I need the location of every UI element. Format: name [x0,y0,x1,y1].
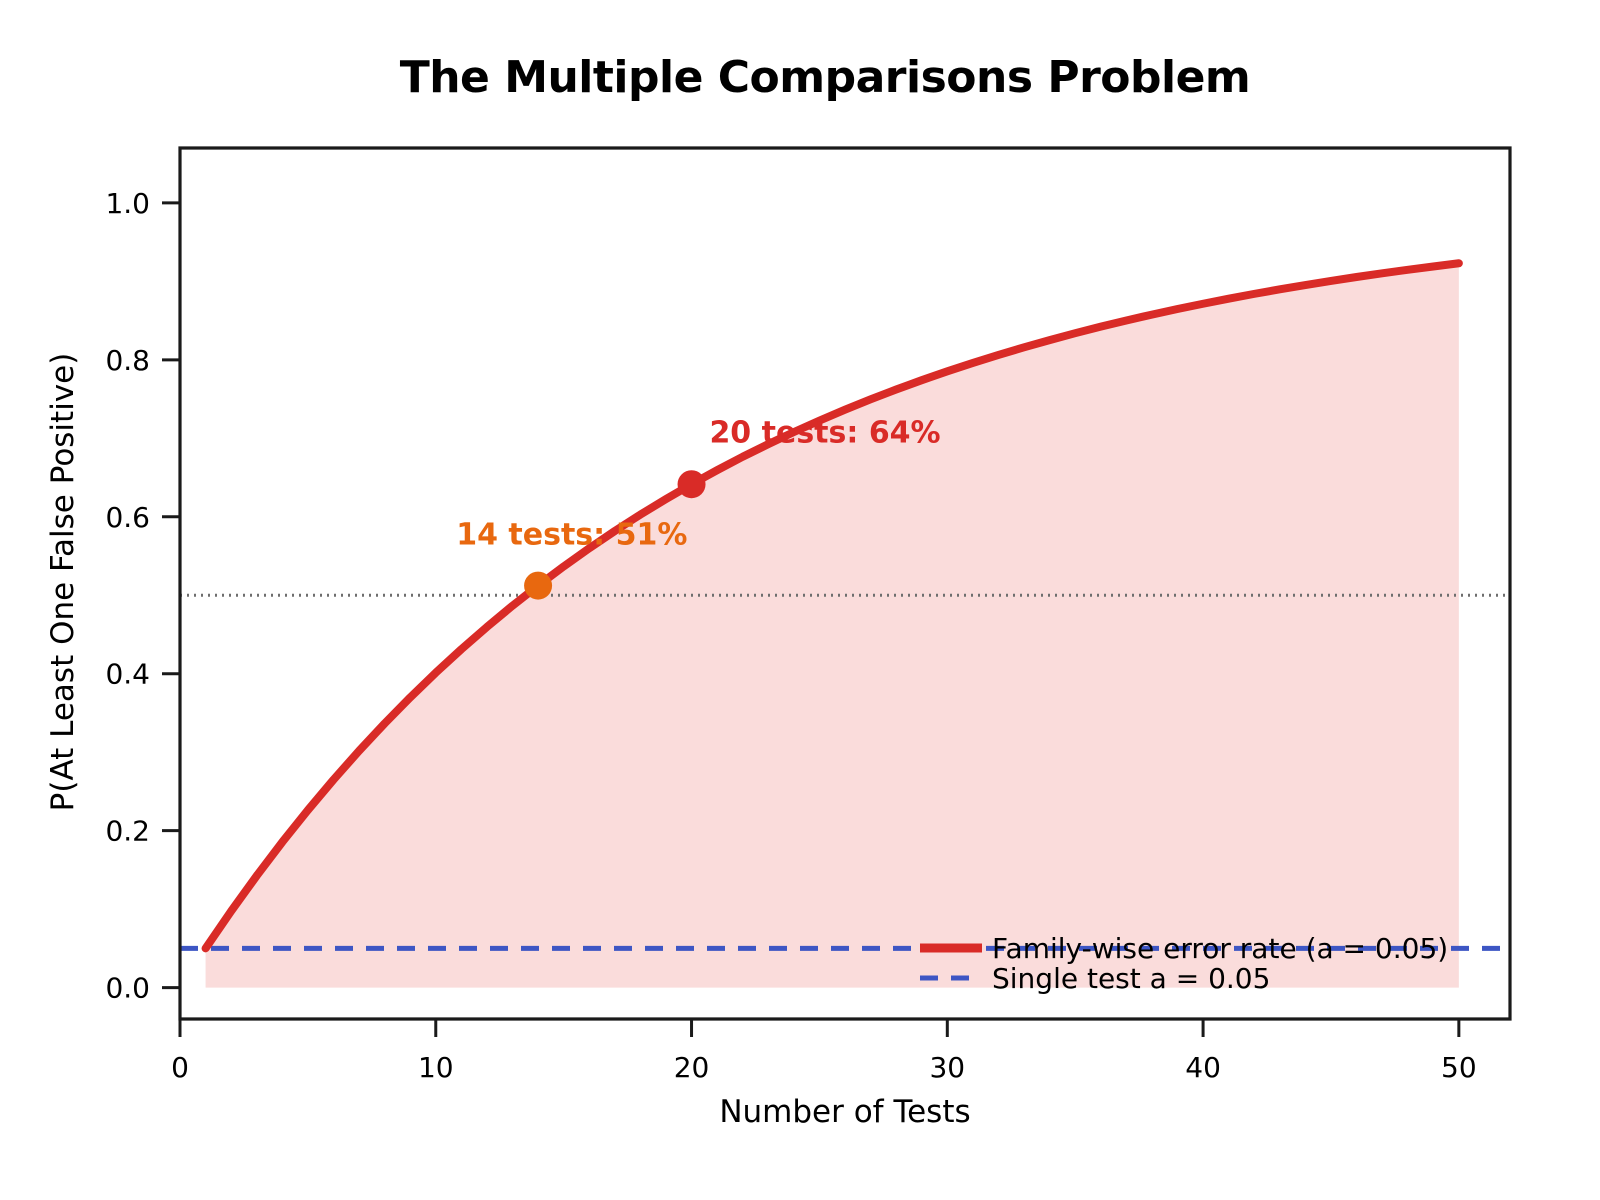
legend-entry-label: Single test a = 0.05 [992,962,1270,995]
y-axis-ticks: 0.0 0.2 0.4 0.6 0.8 1.0 [105,187,180,1005]
x-axis-ticks: 0 10 20 30 40 50 [171,1019,1477,1084]
y-tick-label: 0.4 [105,658,150,691]
y-tick-label: 0.8 [105,344,150,377]
y-tick-label: 1.0 [105,187,150,220]
point-annotation-label: 20 tests: 64% [709,415,940,450]
plot-frame [178,146,1512,1021]
y-tick-label: 0.2 [105,815,150,848]
legend-entry-label: Family-wise error rate (a = 0.05) [992,932,1448,965]
x-tick-label: 40 [1185,1051,1221,1084]
point-annotation-label: 14 tests: 51% [456,517,687,552]
x-axis-label: Number of Tests [719,1094,970,1130]
chart-title: The Multiple Comparisons Problem [400,52,1251,103]
y-axis-label: P(At Least One False Positive) [45,353,81,812]
family-wise-error-curve [201,259,1463,953]
x-tick-label: 10 [418,1051,454,1084]
highlight-point [524,571,553,600]
x-tick-label: 50 [1441,1051,1477,1084]
y-tick-label: 0.6 [105,501,150,534]
x-tick-label: 30 [929,1051,965,1084]
x-tick-label: 20 [674,1051,710,1084]
curve-area-fill [205,263,1459,988]
axes-frame [178,146,1512,1021]
x-tick-label: 0 [171,1051,189,1084]
highlight-point [677,470,706,499]
chart-legend: Family-wise error rate (a = 0.05)Single … [920,932,1448,995]
y-tick-label: 0.0 [105,972,150,1005]
highlight-markers: 14 tests: 51% 20 tests: 64% [456,415,941,600]
